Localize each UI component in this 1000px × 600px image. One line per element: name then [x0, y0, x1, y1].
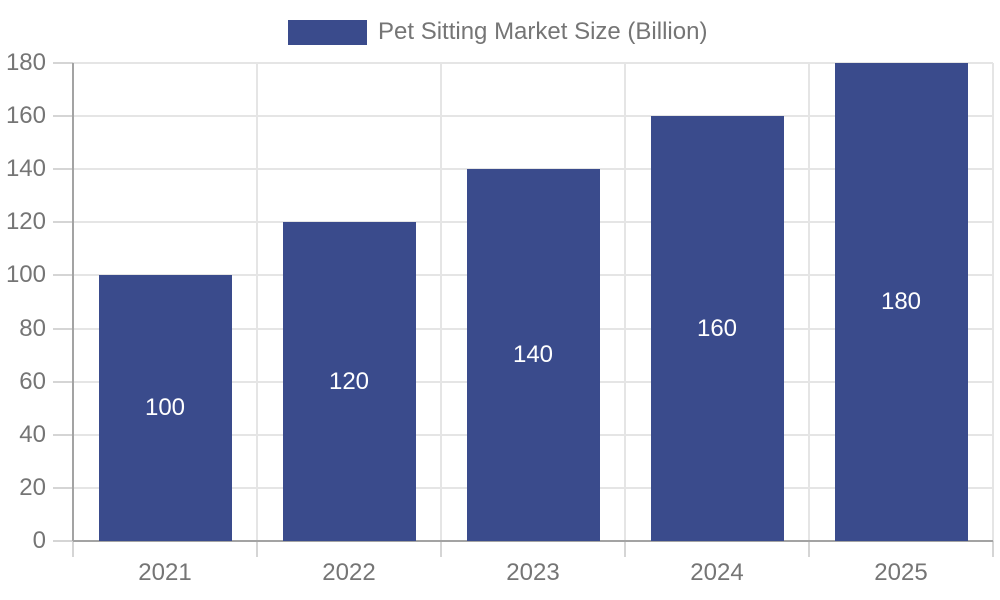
x-tick-label: 2025 [874, 559, 928, 586]
x-axis-line [73, 540, 993, 542]
y-tick-label: 60 [19, 367, 46, 395]
y-axis-tick [53, 327, 73, 330]
y-axis-tick [53, 380, 73, 383]
y-tick-label: 120 [5, 208, 46, 236]
y-tick-label: 0 [32, 527, 46, 554]
y-axis-tick [53, 433, 73, 436]
gridline-vertical [440, 63, 442, 541]
y-tick-label: 160 [5, 102, 46, 130]
bar [834, 63, 968, 541]
bar-value-label: 140 [512, 341, 554, 369]
y-axis-tick [53, 168, 73, 171]
y-axis-tick [53, 274, 73, 277]
y-axis-tick [53, 115, 73, 118]
bar [282, 222, 416, 541]
x-tick-label: 2023 [506, 559, 560, 586]
legend-swatch [288, 20, 367, 45]
y-axis-tick [53, 540, 73, 542]
x-axis-tick [624, 541, 626, 557]
x-axis-tick [808, 541, 810, 557]
y-tick-label: 80 [19, 314, 46, 342]
y-tick-label: 20 [19, 473, 46, 501]
x-axis-tick [256, 541, 258, 557]
bar-value-label: 120 [328, 367, 370, 395]
gridline-horizontal [73, 62, 993, 64]
bar [650, 116, 784, 541]
bar-value-label: 160 [696, 314, 738, 342]
bar-value-label: 180 [880, 288, 922, 315]
x-tick-label: 2022 [322, 559, 376, 586]
gridline-vertical [624, 63, 626, 541]
y-tick-label: 140 [5, 155, 46, 183]
y-tick-label: 180 [5, 49, 46, 76]
y-axis-tick [53, 486, 73, 489]
y-axis-line [72, 63, 74, 541]
y-tick-label: 40 [19, 420, 46, 448]
y-tick-label: 100 [5, 261, 46, 289]
x-axis-tick [992, 541, 994, 557]
bar-value-label: 100 [144, 394, 186, 422]
gridline-vertical [808, 63, 810, 541]
gridline-horizontal [73, 115, 993, 118]
legend-label: Pet Sitting Market Size (Billion) [378, 18, 708, 45]
x-axis-tick [72, 541, 74, 557]
bar [98, 275, 232, 541]
x-tick-label: 2021 [138, 559, 192, 586]
bar [466, 169, 600, 541]
gridline-vertical [256, 63, 258, 541]
x-axis-tick [440, 541, 442, 557]
y-axis-tick [53, 62, 73, 64]
gridline-vertical [992, 63, 994, 541]
x-tick-label: 2024 [690, 559, 744, 586]
y-axis-tick [53, 221, 73, 224]
